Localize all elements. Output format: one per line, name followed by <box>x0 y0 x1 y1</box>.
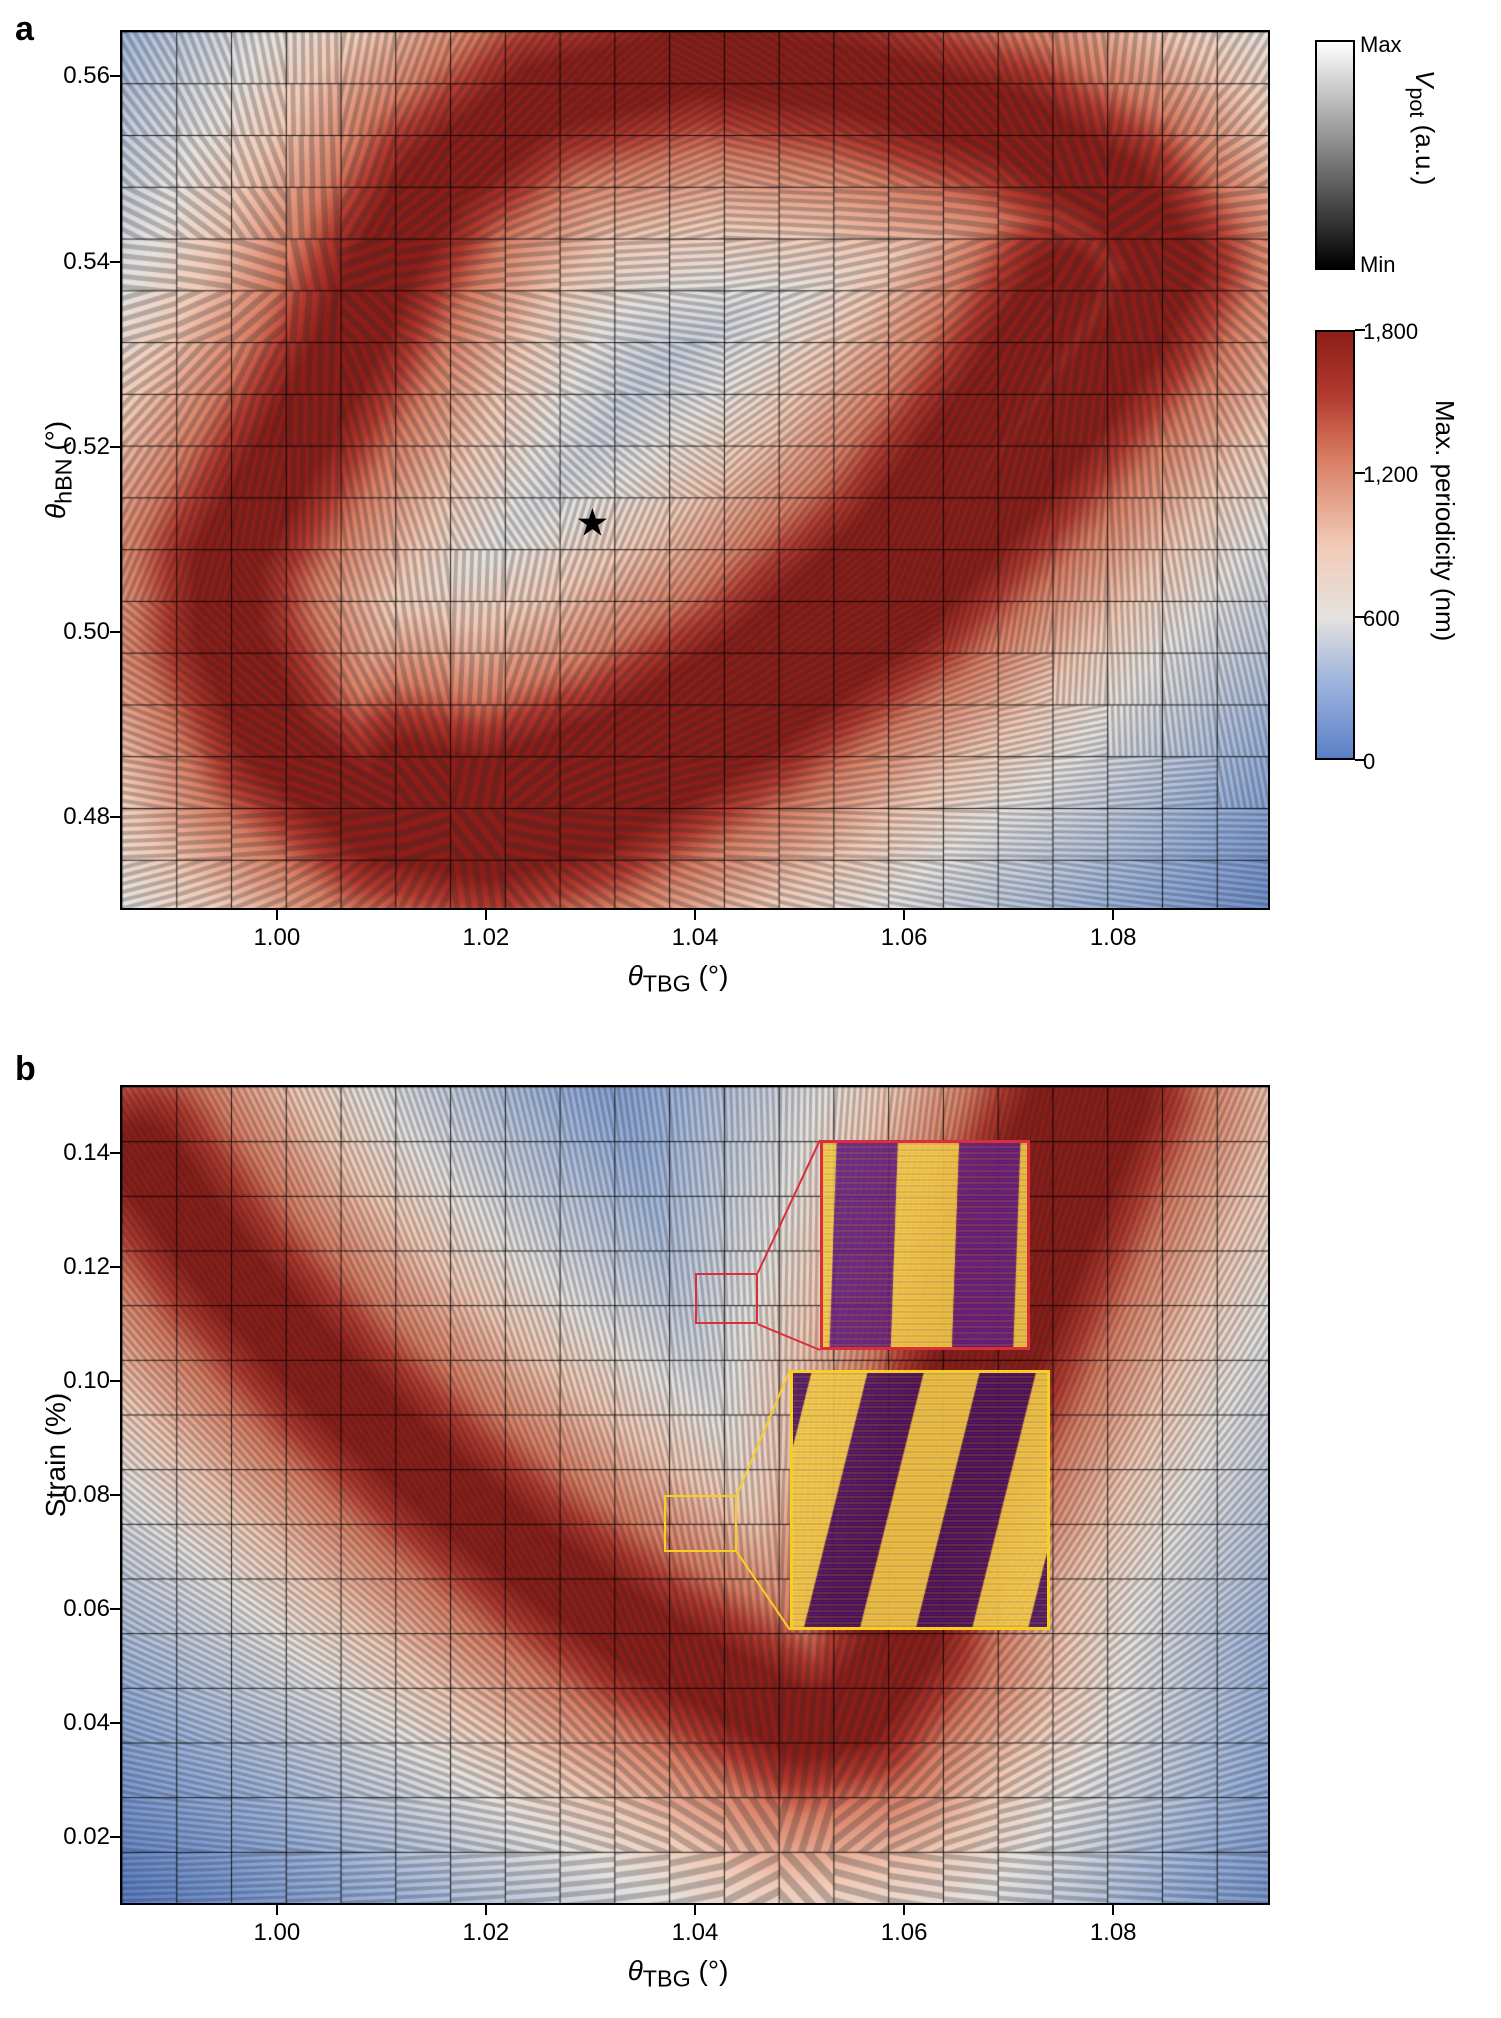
ticks-b-y-tickmark <box>110 1608 120 1610</box>
ticks-a-x-tick: 1.06 <box>881 924 928 952</box>
colorbar-periodicity-ticklabel: 1,200 <box>1363 462 1418 488</box>
ticks-b-y-tickmark <box>110 1836 120 1838</box>
panel-a-overlay-svg <box>122 32 1270 910</box>
panel-a-ylabel: θhBN (°) <box>40 370 78 570</box>
ticks-a-x-tick: 1.02 <box>463 924 510 952</box>
inset-red <box>820 1140 1030 1350</box>
ticks-b-x-tick: 1.02 <box>463 1919 510 1947</box>
ticks-a-y-tickmark <box>110 75 120 77</box>
ticks-b-y-tickmark <box>110 1722 120 1724</box>
ticks-b-x-tick: 1.04 <box>672 1919 719 1947</box>
ticks-a-x-tickmark <box>694 910 696 920</box>
ticks-b-y-tickmark <box>110 1266 120 1268</box>
inset-red-source-box <box>695 1273 758 1324</box>
inset-red-canvas <box>823 1143 1027 1347</box>
colorbar-periodicity-tickmark <box>1355 329 1365 331</box>
ticks-a-y-tick: 0.56 <box>50 62 110 90</box>
ticks-b-y-tick: 0.06 <box>50 1595 110 1623</box>
colorbar-vpot-max: Max <box>1360 32 1402 58</box>
ticks-a-y-tick: 0.54 <box>50 248 110 276</box>
ticks-a-x-tickmark <box>485 910 487 920</box>
ticks-b-x-tick: 1.08 <box>1090 1919 1137 1947</box>
ticks-a-x-tickmark <box>903 910 905 920</box>
ticks-b-y-tick: 0.12 <box>50 1253 110 1281</box>
ticks-b-y-tickmark <box>110 1494 120 1496</box>
colorbar-periodicity-ticklabel: 1,800 <box>1363 319 1418 345</box>
inset-yellow-canvas <box>793 1373 1047 1627</box>
colorbar-vpot-label: Vpot (a.u.) <box>1404 70 1440 185</box>
colorbar-periodicity-ticklabel: 0 <box>1363 749 1375 775</box>
ticks-b-y-tick: 0.14 <box>50 1139 110 1167</box>
ticks-a-y-tickmark <box>110 816 120 818</box>
ticks-b-x-tick: 1.06 <box>881 1919 928 1947</box>
panel-a-plot: ★ <box>120 30 1270 910</box>
ticks-b-x-tickmark <box>694 1905 696 1915</box>
ticks-a-x-tick: 1.04 <box>672 924 719 952</box>
ticks-b-y-tickmark <box>110 1380 120 1382</box>
ticks-b-y-tick: 0.02 <box>50 1823 110 1851</box>
panel-a-xlabel: θTBG (°) <box>578 960 778 998</box>
colorbar-periodicity-label: Max. periodicity (nm) <box>1429 400 1460 641</box>
colorbar-periodicity <box>1315 330 1355 760</box>
figure-root: a ★ θTBG (°) θhBN (°) 1.00 1.02 1.04 1.06 1.… <box>0 0 1501 2018</box>
ticks-b-y-tick: 0.08 <box>50 1481 110 1509</box>
ticks-b-x-tickmark <box>1112 1905 1114 1915</box>
ticks-b-y-tick: 0.10 <box>50 1367 110 1395</box>
panel-b-xlabel: θTBG (°) <box>578 1955 778 1993</box>
ticks-b-x-tickmark <box>903 1905 905 1915</box>
panel-b-label: b <box>15 1050 36 1089</box>
ticks-a-y-tickmark <box>110 446 120 448</box>
ticks-a-y-tickmark <box>110 261 120 263</box>
ticks-a-x-tickmark <box>1112 910 1114 920</box>
ticks-a-y-tick: 0.48 <box>50 803 110 831</box>
ticks-a-y-tick: 0.52 <box>50 433 110 461</box>
ticks-a-x-tick: 1.08 <box>1090 924 1137 952</box>
colorbar-periodicity-tickmark <box>1355 616 1365 618</box>
colorbar-periodicity-tickmark <box>1355 759 1365 761</box>
colorbar-vpot <box>1315 40 1355 270</box>
ticks-b-y-tick: 0.04 <box>50 1709 110 1737</box>
colorbar-periodicity-ticklabel: 600 <box>1363 606 1400 632</box>
inset-yellow <box>790 1370 1050 1630</box>
ticks-a-x-tickmark <box>276 910 278 920</box>
ticks-b-y-tickmark <box>110 1152 120 1154</box>
ticks-a-y-tick: 0.50 <box>50 618 110 646</box>
ticks-b-x-tick: 1.00 <box>253 1919 300 1947</box>
panel-a-label: a <box>15 10 34 49</box>
star-marker: ★ <box>575 500 609 545</box>
ticks-a-y-tickmark <box>110 631 120 633</box>
colorbar-vpot-min: Min <box>1360 252 1395 278</box>
ticks-b-x-tickmark <box>276 1905 278 1915</box>
ticks-a-x-tick: 1.00 <box>253 924 300 952</box>
colorbar-periodicity-tickmark <box>1355 472 1365 474</box>
inset-yellow-source-box <box>664 1495 737 1552</box>
ticks-b-x-tickmark <box>485 1905 487 1915</box>
